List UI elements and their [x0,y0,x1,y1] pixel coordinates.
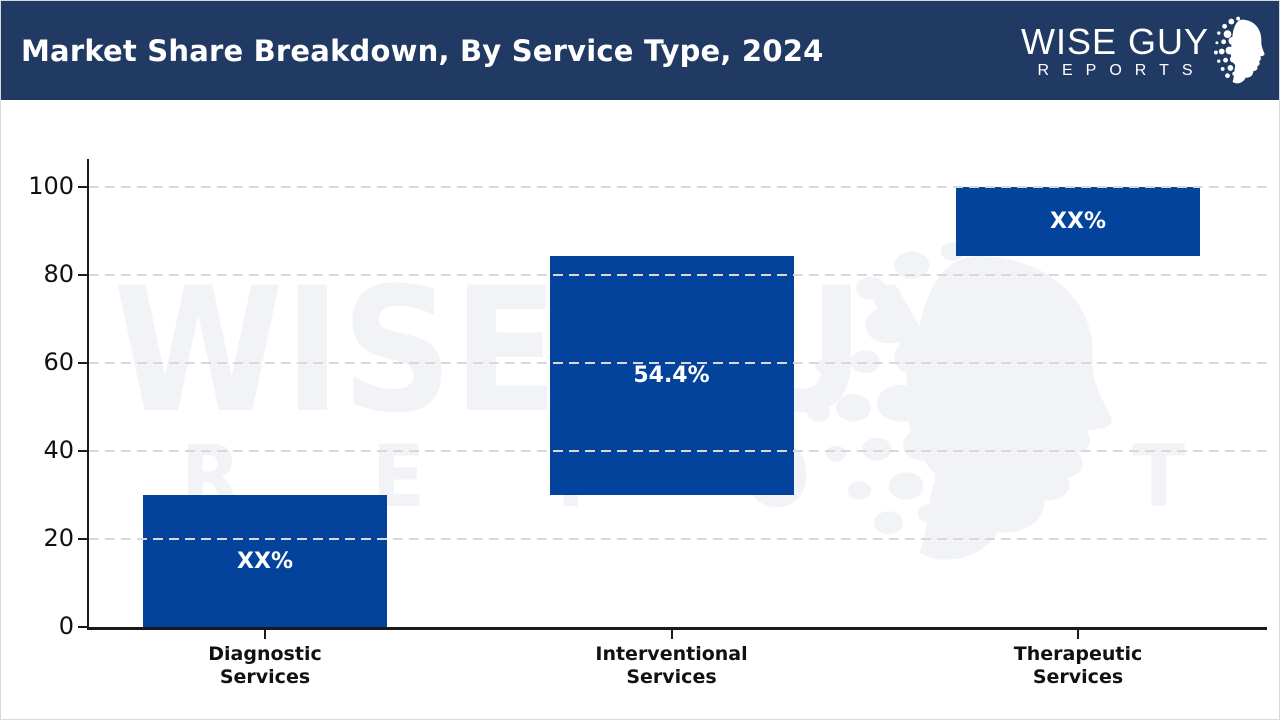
page-title: Market Share Breakdown, By Service Type,… [21,33,824,68]
logo-wordmark: WISE GUY [1020,20,1209,62]
gridline [89,538,1267,540]
x-axis [87,627,1267,630]
y-tick-mark [78,362,87,364]
watermark-head-profile-icon [806,242,1112,560]
y-tick-mark [78,274,87,276]
y-tick-mark [78,626,87,628]
gridline [89,450,1267,452]
y-tick-label: 40 [43,436,74,464]
y-tick-mark [78,450,87,452]
logo-subtitle: REPORTS [1037,61,1206,79]
x-tick-label-line: Services [1032,666,1124,688]
gridline [89,186,1267,188]
bar-value-label: 54.4% [633,362,710,388]
y-tick-mark [78,186,87,188]
x-tick-label-line: Therapeutic [1013,643,1143,665]
x-tick-label: Diagnostic Services [115,643,415,689]
y-tick-label: 100 [28,172,74,200]
y-tick-label: 20 [43,524,74,552]
x-tick-label: Therapeutic Services [928,643,1228,689]
bar-value-label: XX% [1050,208,1106,234]
x-tick-mark [264,630,266,639]
x-tick-label-line: Interventional [595,643,748,665]
watermark-wordmark: WISE GUY [113,250,978,451]
x-tick-mark [1077,630,1079,639]
bar: XX% [956,187,1200,256]
x-tick-label-line: Services [626,666,717,688]
head-profile-icon [1213,16,1265,84]
bar: 54.4% [549,255,794,495]
logo-text: WISE GUY REPORTS [1020,20,1209,79]
waterfall-chart: 0 20 40 60 80 100 XX% Diagnostic Services 54.4% In… [1,100,1279,719]
x-tick-label-line: Diagnostic [208,643,322,665]
x-tick-label-line: Services [219,666,311,688]
x-tick-mark [670,630,673,639]
y-tick-label: 80 [43,260,74,288]
wise-guy-reports-logo: WISE GUY REPORTS [1021,6,1271,96]
header-bar: Market Share Breakdown, By Service Type,… [1,1,1279,100]
gridline [89,362,1267,364]
y-tick-label: 60 [43,348,74,376]
y-axis [87,159,89,629]
gridline [89,274,1267,276]
y-tick-label: 0 [58,612,74,640]
bar: XX% [143,495,387,627]
x-tick-label: Interventional Services [522,643,822,689]
bar-value-label: XX% [237,548,293,574]
y-tick-mark [78,538,87,540]
